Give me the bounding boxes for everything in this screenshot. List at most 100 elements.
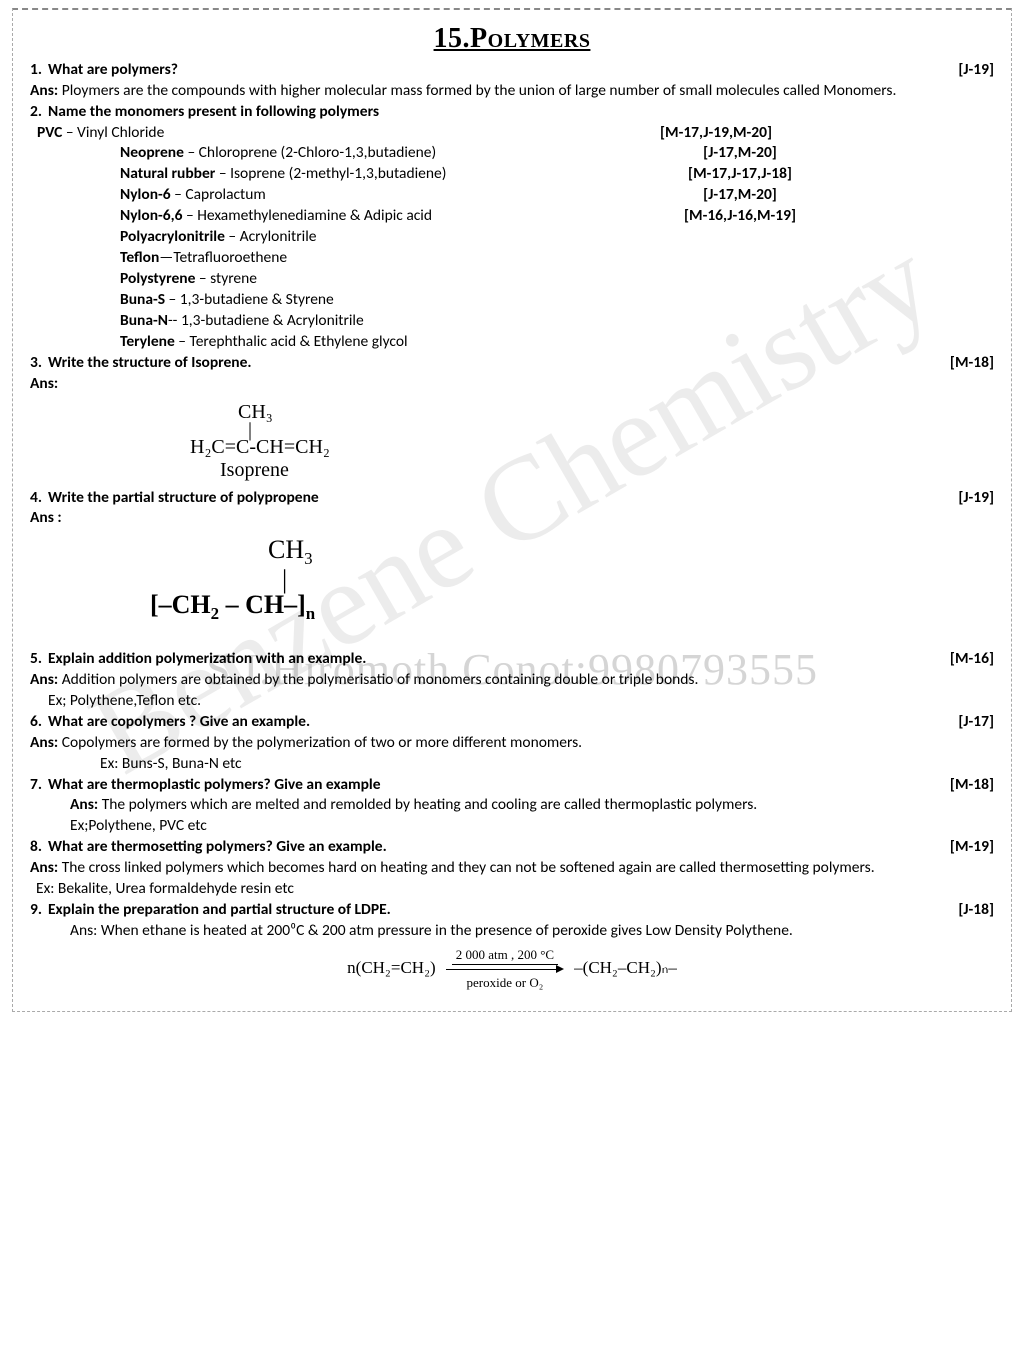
q2-num: 2. [30,102,48,121]
q6-text: What are copolymers ? Give an example. [48,712,310,731]
q2-poly-0: PVC [37,123,62,142]
q9-eq-left: n(CH₂=CH₂) [347,958,436,977]
q9-cond-bot: peroxide or O₂ [467,973,544,992]
q7-row: 7.What are thermoplastic polymers? Give … [30,775,994,796]
q8-row: 8.What are thermosetting polymers? Give … [30,837,994,858]
q2-mono-0: Vinyl Chloride [77,123,164,142]
q5-row: 5.Explain addition polymerization with a… [30,649,994,670]
q2-poly-4: Nylon-6,6 [120,206,182,225]
q5-text: Explain addition polymerization with an … [48,649,366,668]
q6-answer: Ans: Copolymers are formed by the polyme… [30,733,994,754]
q3-formula-top: CH₃ [190,401,994,424]
q5-ans-label: Ans: [30,670,58,689]
q4-row: 4.Write the partial structure of polypro… [30,488,994,509]
q5-tag: [M-16] [930,649,994,670]
q2-row-6: Teflon—Tetrafluoroethene [30,248,994,269]
q3-formula-mid: H₂C=C‑CH=CH₂ [190,436,994,459]
q9-ans-label: Ans: [70,921,97,940]
q4-text: Write the partial structure of polyprope… [48,488,319,507]
q4-ch3-sub: 3 [304,550,312,569]
q3-formula-bond: | [190,424,994,436]
q9-row: 9.Explain the preparation and partial st… [30,900,994,921]
q2-sep-7: – [195,269,210,288]
q2-mono-1: Chloroprene (2-Chloro-1,3,butadiene) [199,143,437,162]
q6-num: 6. [30,712,48,731]
q2-list: Neoprene – Chloroprene (2-Chloro-1,3,but… [30,143,994,352]
q2-sep-5: – [225,227,240,246]
q2-tag-2: [M-17,J-17,J-18] [640,164,840,185]
q2-row-8: Buna-S – 1,3-butadiene & Styrene [30,290,994,311]
q3-ans-label: Ans: [30,374,994,395]
q2-row-2: Natural rubber – Isoprene (2-methyl-1,3,… [30,164,994,185]
q8-example: Ex: Bekalite, Urea formaldehyde resin et… [30,879,994,900]
q4-bond: | [150,568,994,591]
q2-poly-1: Neoprene [120,143,184,162]
q2-mono-5: Acrylonitrile [240,227,317,246]
q2-row-10: Terylene – Terephthalic acid & Ethylene … [30,332,994,353]
q2-tag-3: [J-17,M-20] [640,185,840,206]
q1-ans-label: Ans: [30,81,58,100]
q9-eq-right: –(CH₂–CH₂)ₙ– [574,958,677,977]
q2-poly-2: Natural rubber [120,164,215,183]
q2-mono-9: 1,3-butadiene & Acrylonitrile [181,311,364,330]
q2-row-9: Buna-N-- 1,3-butadiene & Acrylonitrile [30,311,994,332]
q2-sep-6: — [159,248,173,267]
q8-ans-text: The cross linked polymers which becomes … [62,858,875,877]
q2-poly-8: Buna-S [120,290,165,309]
q3-text: Write the structure of Isoprene. [48,353,252,372]
q2-tag-0: [M-17,J-19,M-20] [660,123,772,144]
q2-mono-2: Isoprene (2-methyl-1,3,butadiene) [230,164,446,183]
q4-sub2: 2 [211,604,219,623]
q7-ans-text: The polymers which are melted and remold… [102,795,758,814]
q2-row-7: Polystyrene – styrene [30,269,994,290]
q4-ch3: CH [268,535,304,564]
q4-main-a: [–CH [150,590,211,619]
q3-formula: CH₃ | H₂C=C‑CH=CH₂ Isoprene [30,395,994,488]
q2-poly-7: Polystyrene [120,269,195,288]
q6-example: Ex: Buns-S, Buna-N etc [30,754,994,775]
q1-text: What are polymers? [48,60,178,79]
q7-answer: Ans: The polymers which are melted and r… [30,795,994,816]
q4-num: 4. [30,488,48,507]
q8-tag: [M-19] [930,837,994,858]
q7-example: Ex;Polythene, PVC etc [30,816,994,837]
q2-row-4: Nylon-6,6 – Hexamethylenediamine & Adipi… [30,206,994,227]
q2-mono-4: Hexamethylenediamine & Adipic acid [197,206,432,225]
q1-row: 1.What are polymers? [J-19] [30,60,994,81]
q9-tag: [J-18] [938,900,994,921]
q2-mono-8: 1,3-butadiene & Styrene [180,290,334,309]
q6-ans-text: Copolymers are formed by the polymerizat… [62,733,582,752]
q2-mono-3: Caprolactum [185,185,265,204]
q9-ans-text: When ethane is heated at 200⁰C & 200 atm… [101,921,793,940]
q9-arrow: 2 000 atm , 200 °C peroxide or O₂ [446,946,564,992]
q2-mono-10: Terephthalic acid & Ethylene glycol [190,332,408,351]
q8-ans-label: Ans: [30,858,58,877]
q2-sep-10: – [175,332,190,351]
q2-sep-1: – [184,143,199,162]
q8-num: 8. [30,837,48,856]
q2-sep-3: – [171,185,186,204]
q8-answer: Ans: The cross linked polymers which bec… [30,858,994,879]
q2-poly-6: Teflon [120,248,159,267]
q4-tag: [J-19] [938,488,994,509]
q3-row: 3.Write the structure of Isoprene. [M-18… [30,353,994,374]
q5-ans-text: Addition polymers are obtained by the po… [62,670,699,689]
q9-num: 9. [30,900,48,919]
q2-sep-9: -- [168,311,181,330]
chapter-title: 15.Polymers [30,20,994,58]
q4-ans-label: Ans : [30,508,994,529]
q5-example: Ex; Polythene,Teflon etc. [30,691,994,712]
q4-subn: n [306,604,315,623]
q2-row-1: Neoprene – Chloroprene (2-Chloro-1,3,but… [30,143,994,164]
q6-ans-label: Ans: [30,733,58,752]
q3-tag: [M-18] [930,353,994,374]
q9-cond-top: 2 000 atm , 200 °C [452,946,558,966]
q1-ans-text: Ploymers are the compounds with higher m… [62,81,897,100]
q2-poly-10: Terylene [120,332,175,351]
q4-formula: CH3 | [–CH2 – CH–]n [30,529,994,637]
q3-formula-name: Isoprene [190,459,994,482]
q2-tag-1: [J-17,M-20] [640,143,840,164]
q2-poly-9: Buna-N [120,311,168,330]
q2-poly-5: Polyacrylonitrile [120,227,225,246]
q7-tag: [M-18] [930,775,994,796]
